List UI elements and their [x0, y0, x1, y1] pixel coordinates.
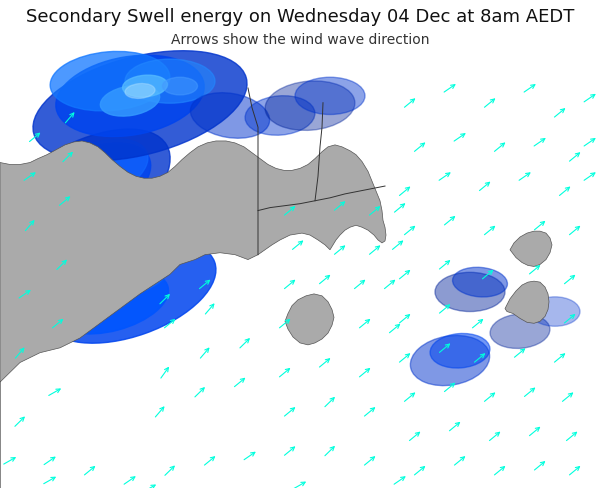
- Ellipse shape: [245, 96, 315, 135]
- Ellipse shape: [490, 314, 550, 348]
- Ellipse shape: [530, 297, 580, 326]
- Ellipse shape: [410, 335, 490, 386]
- Polygon shape: [285, 294, 334, 345]
- Ellipse shape: [44, 241, 216, 343]
- Ellipse shape: [52, 139, 148, 200]
- Ellipse shape: [125, 83, 155, 99]
- Ellipse shape: [33, 51, 247, 161]
- Ellipse shape: [435, 272, 505, 311]
- Ellipse shape: [50, 51, 170, 111]
- Ellipse shape: [100, 85, 160, 116]
- Ellipse shape: [56, 55, 204, 137]
- Ellipse shape: [125, 59, 215, 103]
- Ellipse shape: [70, 247, 169, 298]
- Ellipse shape: [215, 203, 285, 243]
- Ellipse shape: [265, 81, 355, 130]
- Ellipse shape: [81, 176, 109, 192]
- Ellipse shape: [95, 266, 135, 288]
- Ellipse shape: [430, 333, 490, 368]
- Ellipse shape: [216, 188, 305, 239]
- Text: Arrows show the wind wave direction: Arrows show the wind wave direction: [171, 33, 430, 47]
- Ellipse shape: [0, 129, 170, 259]
- Ellipse shape: [123, 75, 168, 97]
- Ellipse shape: [90, 289, 120, 304]
- Polygon shape: [510, 231, 552, 266]
- Text: Secondary Swell energy on Wednesday 04 Dec at 8am AEDT: Secondary Swell energy on Wednesday 04 D…: [26, 8, 575, 26]
- Ellipse shape: [52, 269, 168, 334]
- Ellipse shape: [59, 173, 111, 205]
- Ellipse shape: [453, 267, 507, 297]
- Ellipse shape: [295, 77, 365, 115]
- Ellipse shape: [75, 289, 125, 314]
- Ellipse shape: [29, 143, 151, 225]
- Ellipse shape: [162, 77, 198, 95]
- Polygon shape: [0, 141, 386, 488]
- Ellipse shape: [191, 93, 270, 138]
- Polygon shape: [505, 281, 549, 324]
